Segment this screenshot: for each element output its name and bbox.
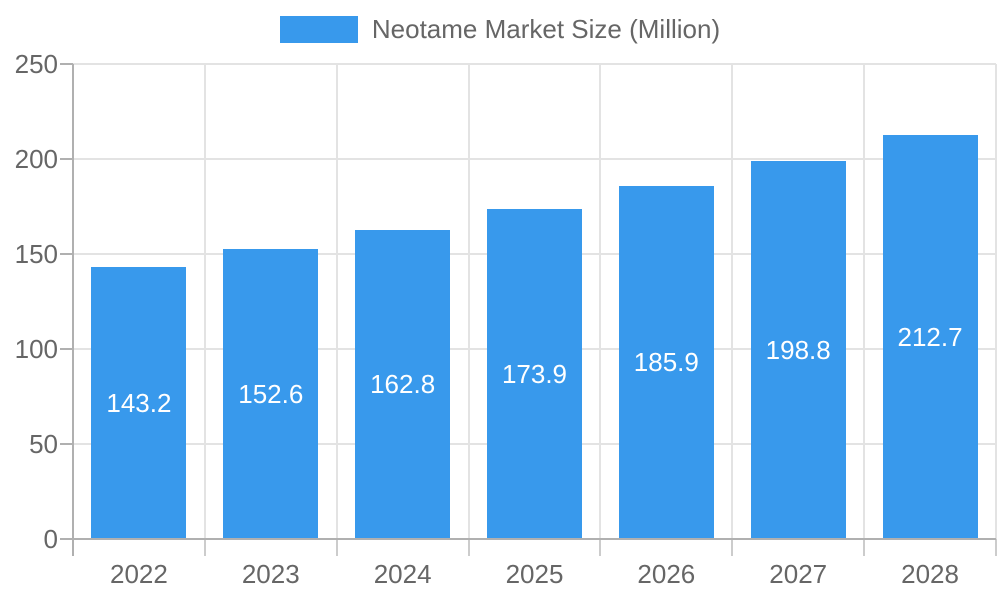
y-tick-label: 200 <box>14 144 58 174</box>
x-axis-tick <box>731 539 734 556</box>
bar-2023 <box>223 249 319 539</box>
y-tick-label: 50 <box>29 429 58 459</box>
x-tick-label-2027: 2027 <box>769 559 828 589</box>
bar-value-label: 173.9 <box>501 358 568 389</box>
y-axis-tick <box>60 538 73 540</box>
bar-value-label: 162.8 <box>370 369 436 400</box>
chart-legend: Neotame Market Size (Million) <box>0 16 1000 43</box>
bar-value-label: 152.6 <box>238 379 304 410</box>
x-tick-label-2028: 2028 <box>901 559 959 589</box>
y-axis-tick <box>60 443 73 445</box>
gridline-x-boundary <box>467 64 470 539</box>
x-tick-label-2022: 2022 <box>110 559 168 589</box>
bar-2024 <box>355 229 451 539</box>
legend-label: Neotame Market Size (Million) <box>371 14 721 44</box>
y-tick-label: 250 <box>14 49 58 79</box>
gridline-x-boundary <box>731 64 734 539</box>
x-axis-line <box>73 538 996 540</box>
y-axis-tick <box>60 158 73 160</box>
bar-value-label: 143.2 <box>106 387 172 418</box>
x-tick-label-2026: 2026 <box>637 559 696 589</box>
y-axis-line <box>72 64 74 556</box>
x-tick-label-2025: 2025 <box>505 559 564 589</box>
bar-value-label: 212.7 <box>897 321 963 352</box>
gridline-x-boundary <box>203 64 206 539</box>
gridline-x-boundary <box>599 64 602 539</box>
bar-value-label: 198.8 <box>765 335 831 366</box>
x-axis-tick <box>863 539 866 556</box>
bar-2022 <box>91 266 187 539</box>
gridline-x-boundary <box>863 64 866 539</box>
y-axis-tick <box>60 63 73 65</box>
x-axis-tick <box>599 539 602 556</box>
x-axis-tick <box>467 539 470 556</box>
bar-2025 <box>487 208 582 539</box>
x-axis-tick <box>203 539 206 556</box>
bar-value-label: 185.9 <box>633 347 699 378</box>
y-tick-label: 100 <box>14 334 58 364</box>
y-tick-label: 0 <box>43 524 58 554</box>
gridline-y-200 <box>73 158 996 160</box>
y-axis-tick <box>60 348 73 350</box>
x-axis-tick <box>335 539 338 556</box>
x-axis-tick <box>995 539 997 556</box>
gridline-y-250 <box>73 63 996 65</box>
legend-item[interactable]: Neotame Market Size (Million) <box>279 14 721 44</box>
gridline-x-boundary <box>995 64 997 539</box>
legend-swatch <box>279 16 358 43</box>
y-axis-tick <box>60 253 73 255</box>
x-tick-label-2024: 2024 <box>373 559 432 589</box>
gridline-x-boundary <box>335 64 338 539</box>
bar-2026 <box>618 185 714 539</box>
x-tick-label-2023: 2023 <box>241 559 300 589</box>
bar-2028 <box>882 134 978 539</box>
bar-2027 <box>750 161 846 539</box>
y-tick-label: 150 <box>14 239 58 269</box>
